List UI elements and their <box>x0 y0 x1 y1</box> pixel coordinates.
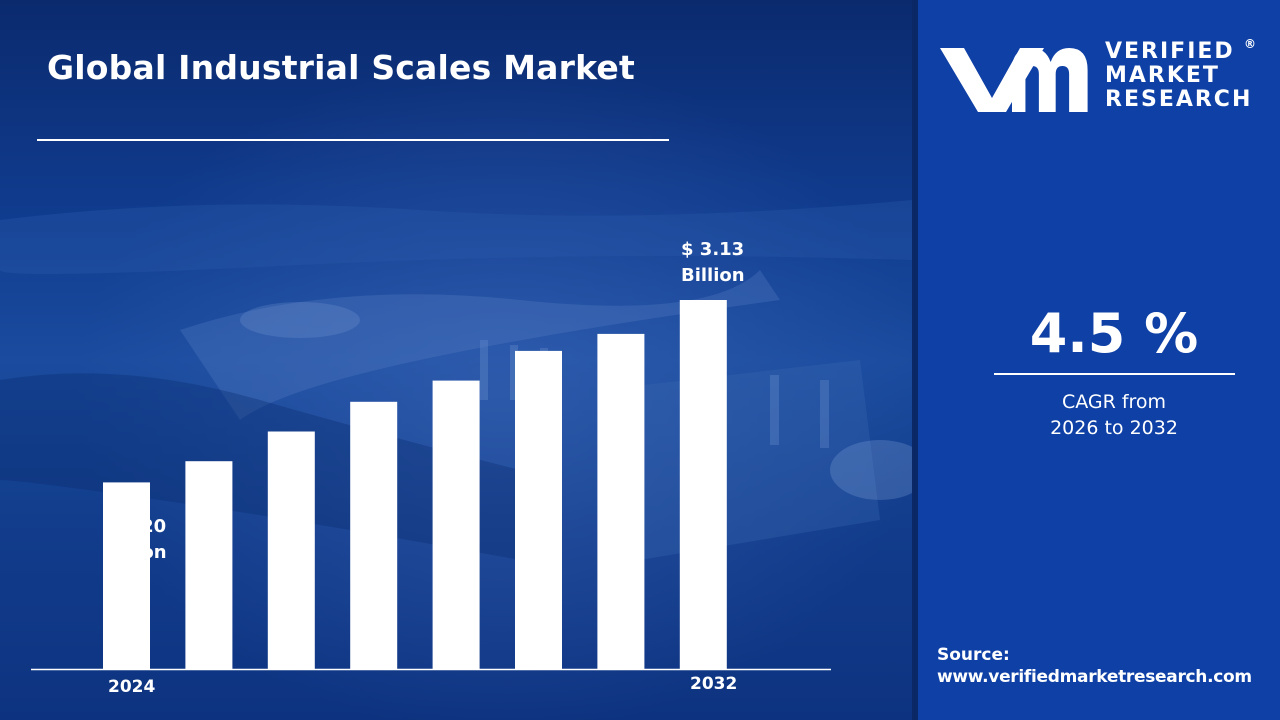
chart-title: Global Industrial Scales Market <box>47 48 635 87</box>
bar-chart <box>31 300 831 671</box>
bar-0 <box>103 482 150 669</box>
bar-group <box>103 300 727 669</box>
registered-mark: ® <box>1244 37 1256 51</box>
summary-panel <box>918 0 1280 720</box>
data-label-2024: $ 2.20 Billion <box>103 516 167 563</box>
bar-2 <box>267 431 315 669</box>
bar-4 <box>432 380 480 669</box>
brand-line-market: MARKET <box>1105 63 1220 88</box>
cagr-divider <box>994 373 1235 375</box>
cagr-caption-line1: CAGR from <box>1061 391 1167 413</box>
brand-line-research: RESEARCH <box>1105 87 1253 112</box>
source-label: Source: <box>937 645 1010 665</box>
bar-1 <box>185 461 233 669</box>
bar-7 <box>679 300 727 669</box>
data-label-2032: $ 3.13 Billion <box>681 239 745 286</box>
cagr-caption-line2: 2026 to 2032 <box>1050 417 1178 439</box>
source-url[interactable]: www.verifiedmarketresearch.com <box>937 667 1252 687</box>
x-tick-label-2032: 2032 <box>690 674 738 694</box>
title-underline <box>37 139 669 141</box>
bar-6 <box>597 333 645 669</box>
x-tick-label-2024: 2024 <box>108 677 156 697</box>
brand-line-verified: VERIFIED <box>1105 39 1235 64</box>
cagr-value: 4.5 % <box>1029 302 1199 365</box>
vmr-logo-icon <box>940 48 1088 112</box>
bar-3 <box>350 401 398 669</box>
bar-5 <box>515 350 562 669</box>
panel-divider <box>912 0 918 720</box>
